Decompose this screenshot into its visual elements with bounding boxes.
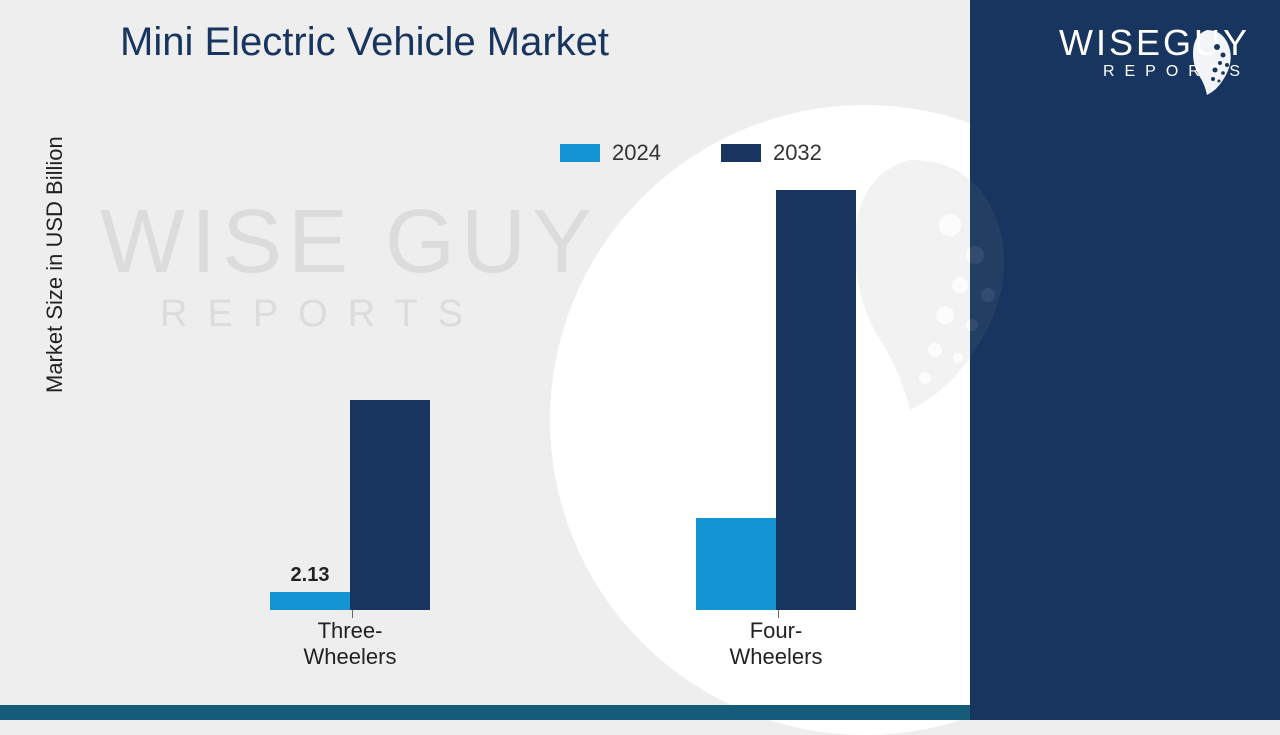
legend-label-2032: 2032 bbox=[773, 140, 822, 166]
chart-area: 2.13Three-Wheelers Four-Wheelers bbox=[110, 190, 960, 610]
x-axis-label: Four-Wheelers bbox=[706, 618, 846, 671]
x-axis-label: Three-Wheelers bbox=[280, 618, 420, 671]
legend-swatch-2032 bbox=[721, 144, 761, 162]
y-axis-label: Market Size in USD Billion bbox=[42, 136, 68, 393]
brand-head-icon bbox=[1175, 25, 1240, 100]
chart-title: Mini Electric Vehicle Market bbox=[120, 20, 609, 65]
legend: 2024 2032 bbox=[560, 140, 822, 166]
main-container: Mini Electric Vehicle Market WISEGUY REP… bbox=[0, 0, 1280, 720]
bar bbox=[696, 518, 776, 610]
legend-item-2024: 2024 bbox=[560, 140, 661, 166]
bar: 2.13 bbox=[270, 592, 350, 610]
bar bbox=[776, 190, 856, 610]
bar bbox=[350, 400, 430, 610]
legend-item-2032: 2032 bbox=[721, 140, 822, 166]
legend-swatch-2024 bbox=[560, 144, 600, 162]
brand-logo: WISEGUY REPORTS bbox=[1059, 25, 1250, 81]
bar-group: Four-Wheelers bbox=[696, 190, 856, 610]
x-axis-tick bbox=[352, 610, 353, 618]
bar-group: 2.13Three-Wheelers bbox=[270, 400, 430, 610]
x-axis-tick bbox=[778, 610, 779, 618]
bar-value-label: 2.13 bbox=[291, 564, 330, 587]
legend-label-2024: 2024 bbox=[612, 140, 661, 166]
bottom-accent-bar bbox=[0, 705, 970, 720]
